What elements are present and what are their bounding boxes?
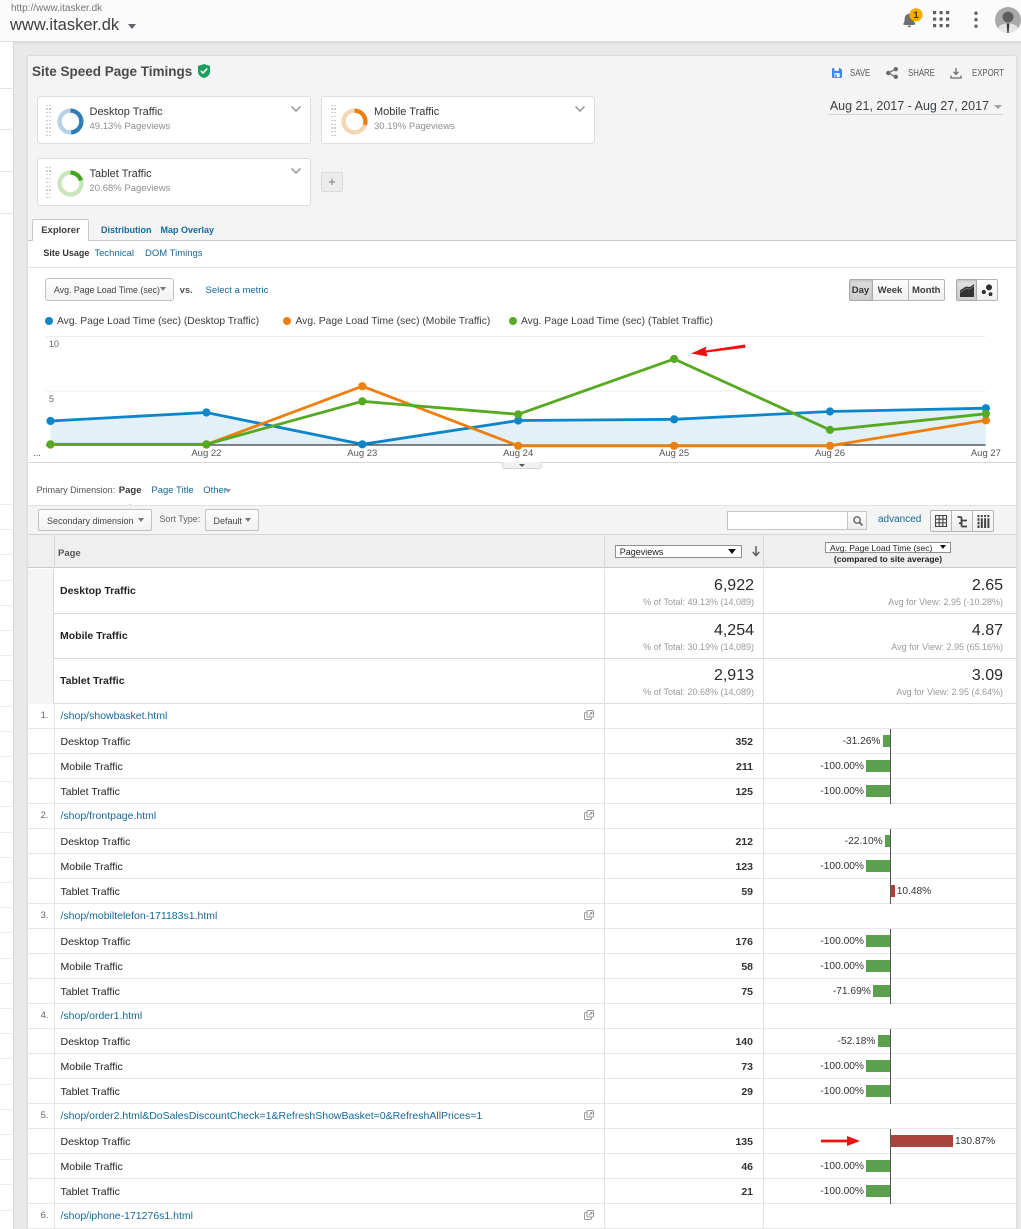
svg-text:1: 1	[913, 10, 919, 21]
